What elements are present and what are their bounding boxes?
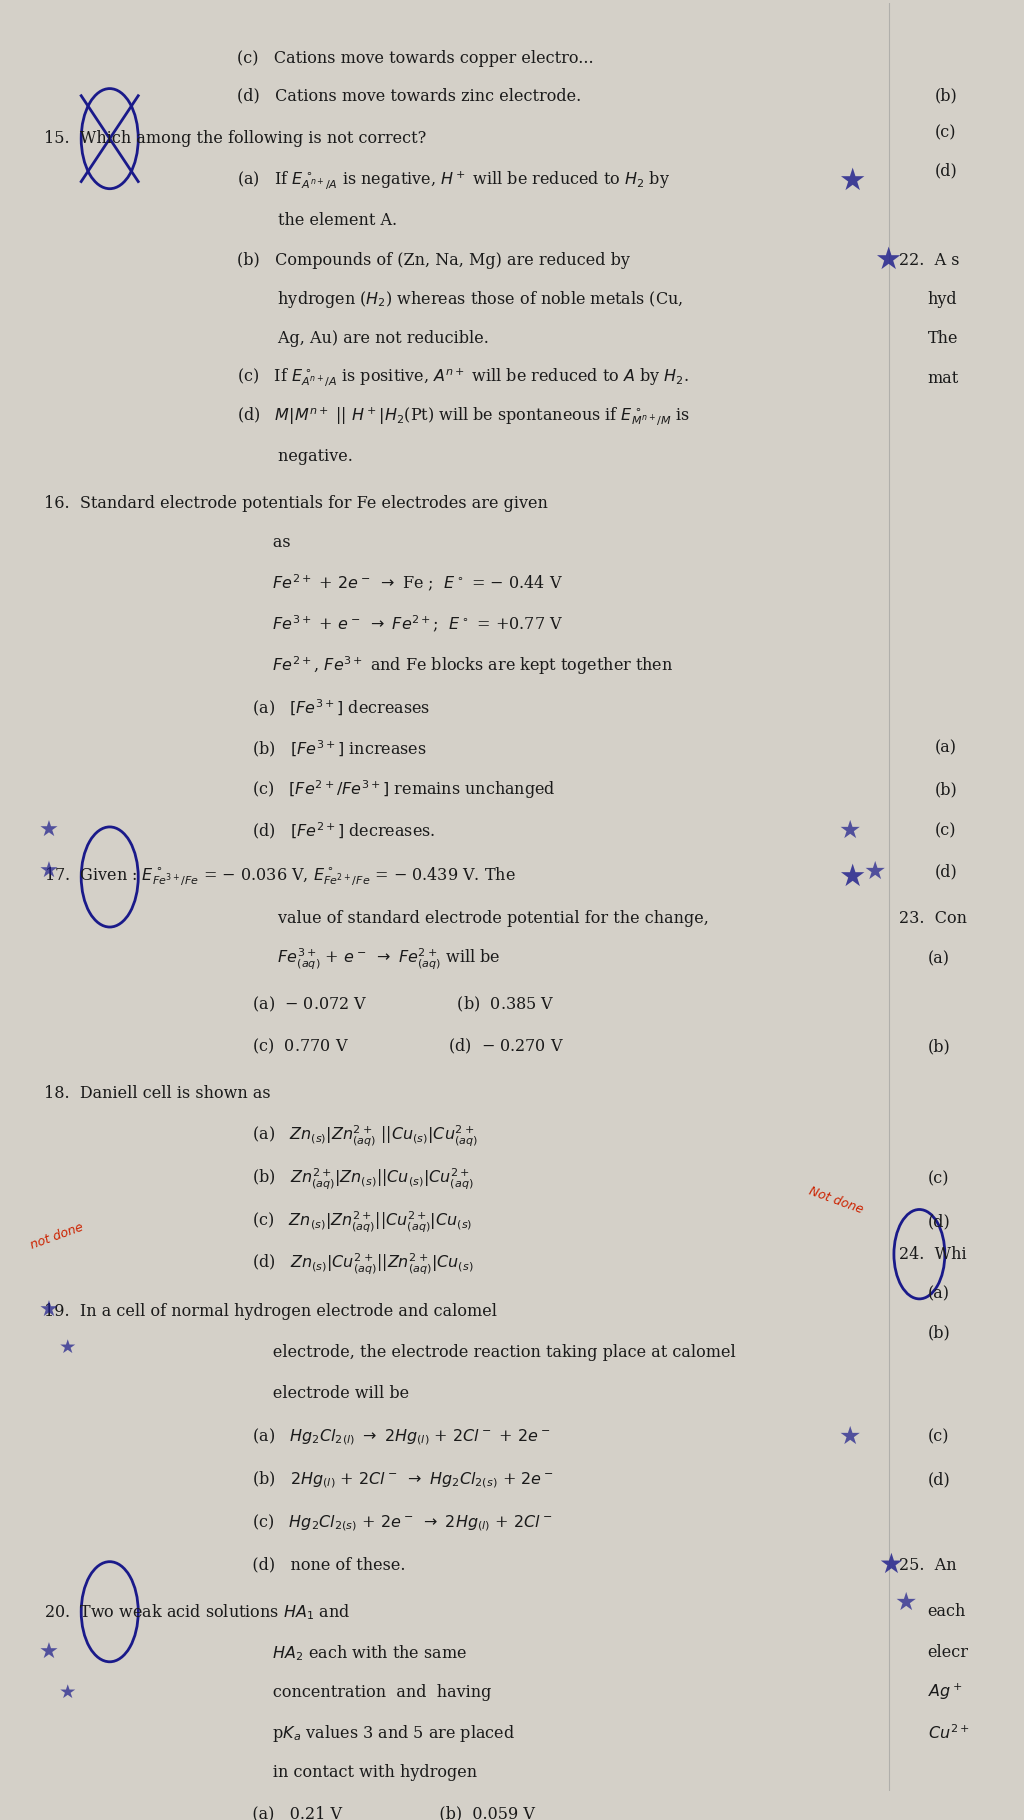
Text: (c)   $Zn_{(s)}|Zn^{2+}_{(aq)}$||$Cu^{2+}_{(aq)}|Cu_{(s)}$: (c) $Zn_{(s)}|Zn^{2+}_{(aq)}$||$Cu^{2+}_… [237,1210,472,1234]
Text: ★: ★ [838,167,865,197]
Text: 23.  Con: 23. Con [899,910,967,926]
Text: negative.: negative. [237,448,353,466]
Text: ★: ★ [58,1684,77,1702]
Text: 17.  Given : $E^\circ_{Fe^{3+}/Fe}$ = $-$ 0.036 V, $E^\circ_{Fe^{2+}/Fe}$ = $-$ : 17. Given : $E^\circ_{Fe^{3+}/Fe}$ = $-$… [43,864,515,888]
Text: 18.  Daniell cell is shown as: 18. Daniell cell is shown as [43,1085,270,1101]
Text: ★: ★ [879,1551,903,1580]
Text: (c): (c) [928,1170,949,1188]
Text: Ag, Au) are not reducible.: Ag, Au) are not reducible. [237,331,488,348]
Text: The: The [928,331,958,348]
Text: (c)   $[Fe^{2+}/Fe^{3+}]$ remains unchanged: (c) $[Fe^{2+}/Fe^{3+}]$ remains unchange… [237,777,556,801]
Text: (c): (c) [935,126,956,142]
Text: (a): (a) [928,1285,949,1301]
Text: (a)   0.21 V                   (b)  0.059 V: (a) 0.21 V (b) 0.059 V [237,1805,535,1820]
Text: $Fe^{3+}$ + $e^-$ $\rightarrow$ $Fe^{2+}$;  $E^\circ$ = +0.77 V: $Fe^{3+}$ + $e^-$ $\rightarrow$ $Fe^{2+}… [237,615,563,635]
Text: 15.  Which among the following is not correct?: 15. Which among the following is not cor… [43,131,426,147]
Text: (c)   If $E^\circ_{A^{n+}/A}$ is positive, $A^{n+}$ will be reduced to $A$ by $H: (c) If $E^\circ_{A^{n+}/A}$ is positive,… [237,366,689,389]
Text: $HA_2$ each with the same: $HA_2$ each with the same [237,1643,467,1663]
Text: ★: ★ [39,1301,58,1321]
Text: (c): (c) [928,1429,949,1445]
Text: hyd: hyd [928,291,957,308]
Text: (a)   If $E^\circ_{A^{n+}/A}$ is negative, $H^+$ will be reduced to $H_2$ by: (a) If $E^\circ_{A^{n+}/A}$ is negative,… [237,169,670,193]
Text: $Ag^+$: $Ag^+$ [928,1682,963,1702]
Text: (b)   $[Fe^{3+}]$ increases: (b) $[Fe^{3+}]$ increases [237,737,427,759]
Text: (c): (c) [935,823,956,839]
Text: value of standard electrode potential for the change,: value of standard electrode potential fo… [237,910,709,926]
Text: 19.  In a cell of normal hydrogen electrode and calomel: 19. In a cell of normal hydrogen electro… [43,1303,497,1320]
Text: (b)   Compounds of (Zn, Na, Mg) are reduced by: (b) Compounds of (Zn, Na, Mg) are reduce… [237,251,630,269]
Text: (a): (a) [935,739,956,757]
Text: not done: not done [29,1221,85,1252]
Text: ★: ★ [838,863,865,892]
Text: $Cu^{2+}$: $Cu^{2+}$ [928,1724,969,1742]
Text: (d)   Cations move towards zinc electrode.: (d) Cations move towards zinc electrode. [237,87,582,104]
Text: in contact with hydrogen: in contact with hydrogen [237,1764,477,1782]
Text: ★: ★ [39,821,58,841]
Text: 22.  A s: 22. A s [899,251,959,269]
Text: ★: ★ [39,1643,58,1663]
Text: (d)   $[Fe^{2+}]$ decreases.: (d) $[Fe^{2+}]$ decreases. [237,821,435,841]
Text: (d): (d) [935,863,957,881]
Text: 25.  An: 25. An [899,1556,956,1574]
Text: $Fe^{2+}$, $Fe^{3+}$ and Fe blocks are kept together then: $Fe^{2+}$, $Fe^{3+}$ and Fe blocks are k… [237,655,674,677]
Text: ★: ★ [838,1425,860,1449]
Text: 24.  Whi: 24. Whi [899,1245,967,1263]
Text: (d)   $Zn_{(s)}|Cu^{2+}_{(aq)}$||$Zn^{2+}_{(aq)}|Cu_{(s)}$: (d) $Zn_{(s)}|Cu^{2+}_{(aq)}$||$Zn^{2+}_… [237,1252,474,1278]
Text: electrode, the electrode reaction taking place at calomel: electrode, the electrode reaction taking… [237,1343,736,1361]
Text: (a)  $-$ 0.072 V                  (b)  0.385 V: (a) $-$ 0.072 V (b) 0.385 V [237,994,554,1014]
Text: elecr: elecr [928,1643,969,1662]
Text: (b): (b) [935,781,957,797]
Text: (a)   $Zn_{(s)}|Zn^{2+}_{(aq)}$ ||$Cu_{(s)}|Cu^{2+}_{(aq)}$: (a) $Zn_{(s)}|Zn^{2+}_{(aq)}$ ||$Cu_{(s)… [237,1123,478,1148]
Text: (b)   $2Hg_{(l)}$ + $2Cl^-$ $\rightarrow$ $Hg_2Cl_{2(s)}$ + $2e^-$: (b) $2Hg_{(l)}$ + $2Cl^-$ $\rightarrow$ … [237,1469,554,1491]
Text: Not done: Not done [807,1185,865,1216]
Text: (d): (d) [928,1214,950,1230]
Text: p$K_a$ values 3 and 5 are placed: p$K_a$ values 3 and 5 are placed [237,1724,515,1744]
Text: (c)  0.770 V                    (d)  $-$ 0.270 V: (c) 0.770 V (d) $-$ 0.270 V [237,1037,564,1056]
Text: $Fe^{2+}$ + $2e^-$ $\rightarrow$ Fe ;  $E^\circ$ = $-$ 0.44 V: $Fe^{2+}$ + $2e^-$ $\rightarrow$ Fe ; $E… [237,573,563,595]
Text: (d): (d) [928,1471,950,1489]
Text: (c)   Cations move towards copper electro...: (c) Cations move towards copper electro.… [237,49,594,67]
Text: ★: ★ [838,819,860,843]
Text: as: as [237,535,291,551]
Text: ★: ★ [894,1591,916,1614]
Text: $Fe^{3+}_{(aq)}$ + $e^-$ $\rightarrow$ $Fe^{2+}_{(aq)}$ will be: $Fe^{3+}_{(aq)}$ + $e^-$ $\rightarrow$ $… [237,946,501,972]
Text: (c)   $Hg_2Cl_{2(s)}$ + $2e^-$ $\rightarrow$ $2Hg_{(l)}$ + $2Cl^-$: (c) $Hg_2Cl_{2(s)}$ + $2e^-$ $\rightarro… [237,1512,552,1532]
Text: (b)   $Zn^{2+}_{(aq)}|Zn_{(s)}$||$Cu_{(s)}|Cu^{2+}_{(aq)}$: (b) $Zn^{2+}_{(aq)}|Zn_{(s)}$||$Cu_{(s)}… [237,1167,474,1192]
Text: 16.  Standard electrode potentials for Fe electrodes are given: 16. Standard electrode potentials for Fe… [43,495,548,511]
Text: ★: ★ [39,861,58,881]
Text: 20.  Two weak acid solutions $HA_1$ and: 20. Two weak acid solutions $HA_1$ and [43,1602,350,1622]
Text: the element A.: the element A. [237,213,397,229]
Text: ★: ★ [873,246,901,275]
Text: concentration  and  having: concentration and having [237,1684,492,1700]
Text: (d)   $M|M^{n+}$ || $H^+|H_2$(Pt) will be spontaneous if $E^\circ_{M^{n+}/M}$ is: (d) $M|M^{n+}$ || $H^+|H_2$(Pt) will be … [237,406,690,430]
Text: (b): (b) [928,1325,950,1341]
Text: (d): (d) [935,162,957,180]
Text: electrode will be: electrode will be [237,1385,410,1401]
Text: hydrogen ($H_2$) whereas those of noble metals (Cu,: hydrogen ($H_2$) whereas those of noble … [237,289,683,309]
Text: (b): (b) [928,1037,950,1056]
Text: ★: ★ [863,859,886,885]
Text: (d)   none of these.: (d) none of these. [237,1556,406,1574]
Text: (b): (b) [935,87,957,104]
Text: mat: mat [928,369,958,386]
Text: (a): (a) [928,950,949,968]
Text: (a)   $Hg_2Cl_{2(l)}$ $\rightarrow$ $2Hg_{(l)}$ + $2Cl^-$ + $2e^-$: (a) $Hg_2Cl_{2(l)}$ $\rightarrow$ $2Hg_{… [237,1427,550,1447]
Text: ★: ★ [58,1338,77,1356]
Text: each: each [928,1603,966,1620]
Text: (a)   $[Fe^{3+}]$ decreases: (a) $[Fe^{3+}]$ decreases [237,697,430,717]
